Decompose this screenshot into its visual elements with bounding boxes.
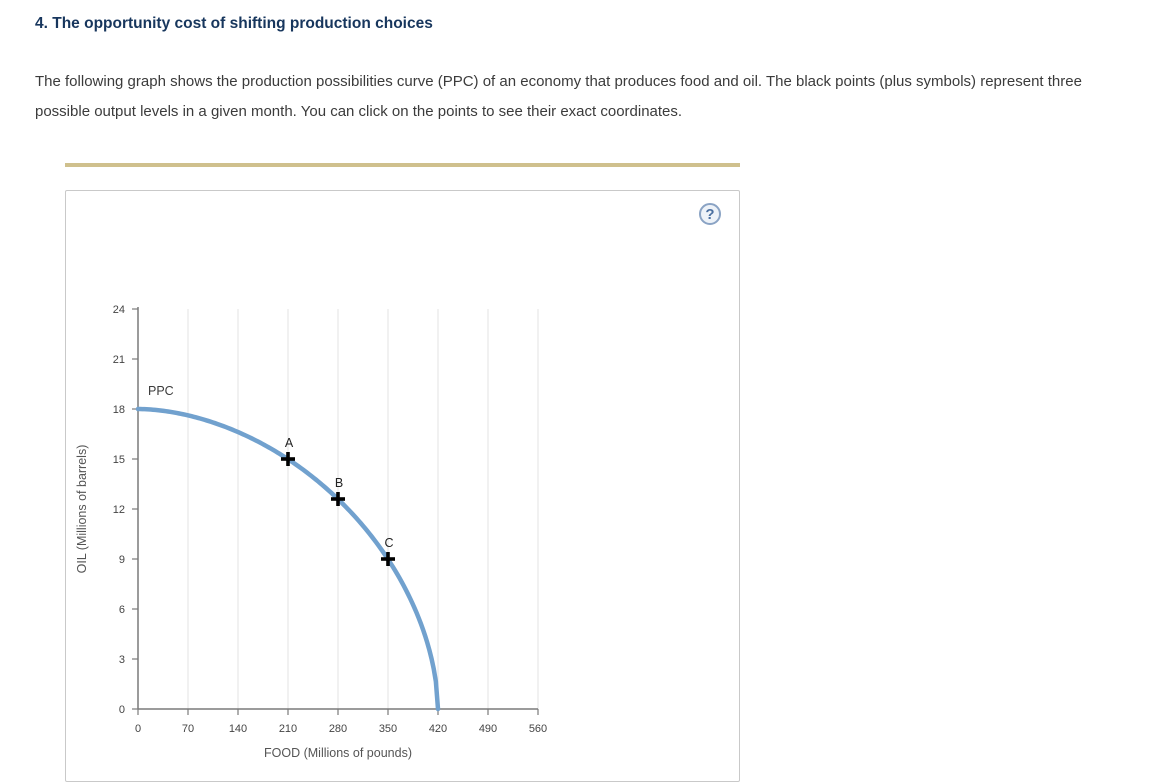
y-tick-label: 12 xyxy=(113,504,125,516)
point-label-A: A xyxy=(285,436,294,450)
y-tick-label: 21 xyxy=(113,354,125,366)
y-tick-label: 6 xyxy=(119,604,125,616)
point-C[interactable]: C xyxy=(377,536,399,570)
x-tick-label: 140 xyxy=(229,723,247,735)
ppc-chart: 0 70 140 210 280 350 420 490 560 0 3 6 9 12 15 18 21 24 PP… xyxy=(75,304,547,760)
x-tick-label: 0 xyxy=(135,723,141,735)
x-tick-label: 210 xyxy=(279,723,297,735)
help-icon-glyph: ? xyxy=(705,205,715,223)
help-icon[interactable]: ? xyxy=(699,203,721,225)
question-heading: 4. The opportunity cost of shifting prod… xyxy=(35,15,433,32)
y-tick-label: 9 xyxy=(119,554,125,566)
y-tick-label: 3 xyxy=(119,654,125,666)
y-tick-label: 18 xyxy=(113,404,125,416)
y-axis-title: OIL (Millions of barrels) xyxy=(75,445,89,574)
point-B[interactable]: B xyxy=(327,476,349,510)
x-tick-label: 420 xyxy=(429,723,447,735)
point-A[interactable]: A xyxy=(277,436,299,470)
x-tick-label: 560 xyxy=(529,723,547,735)
point-label-B: B xyxy=(335,476,343,490)
x-tick-label: 70 xyxy=(182,723,194,735)
x-tick-label: 280 xyxy=(329,723,347,735)
y-tick-label: 15 xyxy=(113,454,125,466)
y-tick-label: 0 xyxy=(119,704,125,716)
ppc-curve-label: PPC xyxy=(148,384,174,398)
x-tick-label: 350 xyxy=(379,723,397,735)
y-tick-label: 24 xyxy=(113,304,125,316)
question-text: The following graph shows the production… xyxy=(35,73,1082,120)
graph-panel: ? 0 70 140 210 280 350 420 490 560 0 3 6 9 12 15 18 21 24… xyxy=(65,190,740,782)
x-tick-label: 490 xyxy=(479,723,497,735)
point-label-C: C xyxy=(384,536,393,550)
x-axis-title: FOOD (Millions of pounds) xyxy=(264,746,412,760)
section-divider xyxy=(65,163,740,167)
